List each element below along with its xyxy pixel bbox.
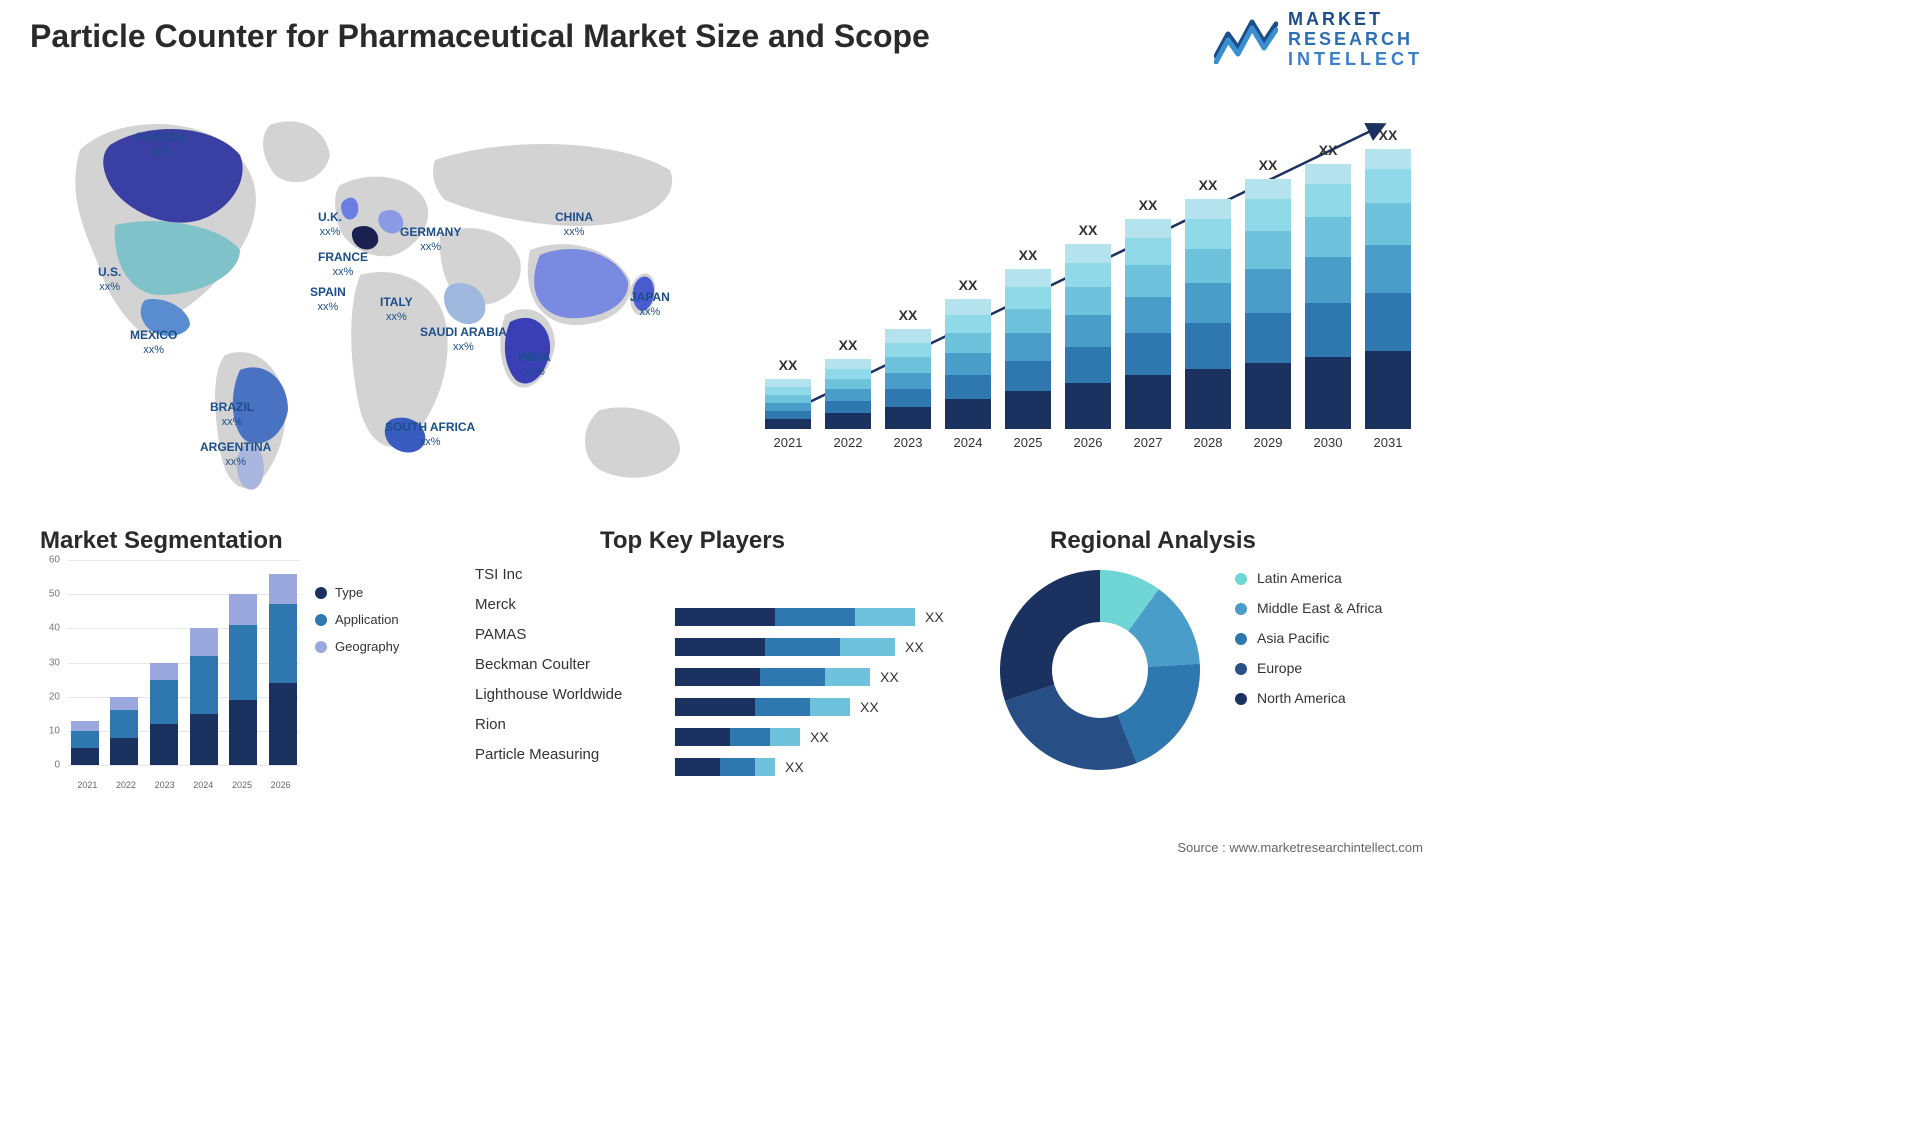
- map-label-argentina: ARGENTINAxx%: [200, 440, 271, 470]
- growth-year-label: 2023: [894, 435, 923, 450]
- map-label-spain: SPAINxx%: [310, 285, 346, 315]
- player-name: Beckman Coulter: [475, 650, 675, 680]
- growth-year-label: 2031: [1374, 435, 1403, 450]
- growth-bar-2029: XX 2029: [1243, 157, 1293, 450]
- key-players-chart: TSI IncMerckPAMASBeckman CoulterLighthou…: [475, 560, 965, 810]
- map-label-germany: GERMANYxx%: [400, 225, 461, 255]
- growth-year-label: 2030: [1314, 435, 1343, 450]
- map-label-south-africa: SOUTH AFRICAxx%: [385, 420, 475, 450]
- player-bar-row: XX: [675, 752, 965, 782]
- player-name: PAMAS: [475, 620, 675, 650]
- growth-bar-value: XX: [779, 357, 798, 373]
- growth-bar-2025: XX 2025: [1003, 247, 1053, 450]
- growth-bar-value: XX: [1079, 222, 1098, 238]
- growth-bar-2027: XX 2027: [1123, 197, 1173, 450]
- growth-bar-value: XX: [1139, 197, 1158, 213]
- seg-bar-2025: [229, 594, 257, 765]
- logo-text: MARKET RESEARCH INTELLECT: [1288, 10, 1423, 69]
- donut-chart: [990, 560, 1210, 780]
- map-label-saudi-arabia: SAUDI ARABIAxx%: [420, 325, 507, 355]
- growth-bar-value: XX: [899, 307, 918, 323]
- player-bar-row: XX: [675, 632, 965, 662]
- player-bar-row: XX: [675, 722, 965, 752]
- player-name: Lighthouse Worldwide: [475, 680, 675, 710]
- growth-bar-2024: XX 2024: [943, 277, 993, 450]
- seg-bar-2021: [71, 721, 99, 765]
- growth-year-label: 2024: [954, 435, 983, 450]
- regional-heading: Regional Analysis: [1050, 527, 1256, 555]
- map-label-canada: CANADAxx%: [135, 130, 187, 160]
- regional-legend-item: North America: [1235, 690, 1382, 706]
- seg-bar-2024: [190, 628, 218, 765]
- map-label-france: FRANCExx%: [318, 250, 368, 280]
- growth-year-label: 2028: [1194, 435, 1223, 450]
- seg-legend-item: Geography: [315, 639, 399, 654]
- seg-legend-item: Type: [315, 585, 399, 600]
- map-label-brazil: BRAZILxx%: [210, 400, 254, 430]
- growth-year-label: 2021: [774, 435, 803, 450]
- growth-bar-value: XX: [839, 337, 858, 353]
- growth-year-label: 2027: [1134, 435, 1163, 450]
- source-credit: Source : www.marketresearchintellect.com: [1177, 840, 1423, 855]
- player-bar-row: XX: [675, 692, 965, 722]
- player-name: Particle Measuring: [475, 740, 675, 770]
- map-label-u-s-: U.S.xx%: [98, 265, 121, 295]
- map-label-italy: ITALYxx%: [380, 295, 413, 325]
- map-label-u-k-: U.K.xx%: [318, 210, 342, 240]
- seg-bar-2023: [150, 663, 178, 765]
- growth-bar-2021: XX 2021: [763, 357, 813, 450]
- growth-bar-chart: XX 2021 XX 2022 XX 2023 XX 2024 XX 2025 XX 2026 XX 20…: [763, 110, 1413, 480]
- regional-legend-item: Asia Pacific: [1235, 630, 1382, 646]
- growth-bar-2031: XX 2031: [1363, 127, 1413, 450]
- growth-bar-2030: XX 2030: [1303, 142, 1353, 450]
- growth-bar-value: XX: [1199, 177, 1218, 193]
- map-label-japan: JAPANxx%: [630, 290, 670, 320]
- player-name: Rion: [475, 710, 675, 740]
- world-map: CANADAxx% U.S.xx% MEXICOxx% BRAZILxx% ARGENT…: [40, 100, 690, 500]
- growth-bar-value: XX: [1319, 142, 1338, 158]
- growth-bar-2023: XX 2023: [883, 307, 933, 450]
- page-title: Particle Counter for Pharmaceutical Mark…: [30, 18, 930, 55]
- regional-chart: Latin America Middle East & Africa Asia Pa…: [990, 560, 1410, 810]
- map-label-china: CHINAxx%: [555, 210, 593, 240]
- growth-year-label: 2025: [1014, 435, 1043, 450]
- growth-year-label: 2029: [1254, 435, 1283, 450]
- segmentation-chart: 0102030405060 202120222023202420252026 T…: [40, 560, 440, 800]
- growth-bar-value: XX: [1019, 247, 1038, 263]
- growth-bar-value: XX: [1379, 127, 1398, 143]
- brand-logo: MARKET RESEARCH INTELLECT: [1214, 10, 1423, 69]
- seg-bar-2026: [269, 574, 297, 765]
- seg-legend-item: Application: [315, 612, 399, 627]
- growth-bar-value: XX: [1259, 157, 1278, 173]
- seg-bar-2022: [110, 697, 138, 765]
- growth-year-label: 2022: [834, 435, 863, 450]
- segmentation-heading: Market Segmentation: [40, 527, 283, 555]
- growth-bar-value: XX: [959, 277, 978, 293]
- donut-slice: [1005, 685, 1137, 770]
- player-bar-row: XX: [675, 662, 965, 692]
- map-label-mexico: MEXICOxx%: [130, 328, 177, 358]
- player-name: Merck: [475, 590, 675, 620]
- growth-bar-2022: XX 2022: [823, 337, 873, 450]
- donut-slice: [1000, 570, 1100, 701]
- regional-legend-item: Latin America: [1235, 570, 1382, 586]
- map-label-india: INDIAxx%: [518, 350, 551, 380]
- player-bar-row: [675, 572, 965, 602]
- logo-mark-icon: [1214, 16, 1278, 64]
- growth-bar-2028: XX 2028: [1183, 177, 1233, 450]
- players-heading: Top Key Players: [600, 527, 785, 555]
- growth-year-label: 2026: [1074, 435, 1103, 450]
- regional-legend: Latin America Middle East & Africa Asia Pa…: [1235, 570, 1382, 720]
- regional-legend-item: Middle East & Africa: [1235, 600, 1382, 616]
- regional-legend-item: Europe: [1235, 660, 1382, 676]
- player-name: TSI Inc: [475, 560, 675, 590]
- player-bar-row: XX: [675, 602, 965, 632]
- segmentation-legend: Type Application Geography: [315, 585, 399, 666]
- growth-bar-2026: XX 2026: [1063, 222, 1113, 450]
